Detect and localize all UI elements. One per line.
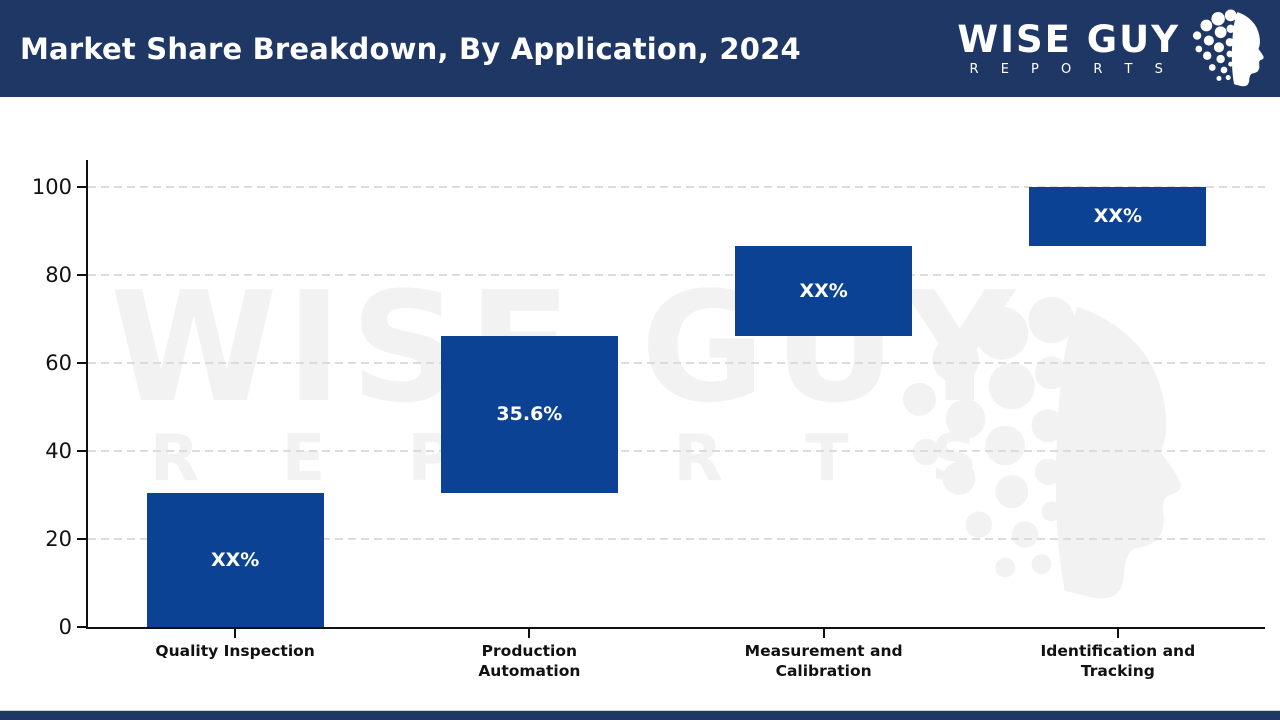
- bar-measurement-and-calibration: XX%: [735, 245, 913, 337]
- footer-bar: [0, 710, 1280, 720]
- gridline: [88, 450, 1265, 452]
- x-category-label: Quality Inspection: [155, 642, 315, 660]
- brand-wordmark: WISE GUY: [957, 17, 1180, 61]
- brand-face-icon: [1192, 9, 1264, 86]
- x-category-label: Production Automation: [478, 642, 581, 680]
- bar-value-label: XX%: [1093, 205, 1143, 228]
- gridline: [88, 274, 1265, 276]
- y-axis-tick: [77, 450, 86, 452]
- y-tick-label: 100: [31, 175, 72, 199]
- y-axis-tick: [77, 186, 86, 188]
- x-category-label: Measurement and Calibration: [744, 642, 903, 680]
- brand-logo: WISE GUY R E P O R T S: [957, 5, 1266, 93]
- y-axis-tick: [77, 362, 86, 364]
- y-axis-line: [86, 160, 88, 629]
- y-tick-label: 60: [45, 351, 72, 375]
- watermark-face-icon: [902, 296, 1181, 599]
- bar-quality-inspection: XX%: [146, 492, 324, 627]
- x-axis-tick: [1116, 629, 1119, 638]
- y-axis-tick: [77, 626, 86, 628]
- x-category-label: Identification and Tracking: [1040, 642, 1196, 680]
- gridline: [88, 362, 1265, 364]
- y-tick-label: 0: [58, 615, 72, 639]
- x-axis-tick: [528, 629, 531, 638]
- x-axis-tick: [234, 629, 237, 638]
- bar-value-label: 35.6%: [496, 403, 563, 426]
- x-axis-tick: [822, 629, 825, 638]
- y-axis-tick: [77, 274, 86, 276]
- y-tick-label: 80: [45, 263, 72, 287]
- x-axis-line: [86, 627, 1265, 629]
- bar-identification-and-tracking: XX%: [1029, 187, 1207, 246]
- bar-value-label: XX%: [799, 280, 848, 303]
- page-title: Market Share Breakdown, By Application, …: [20, 31, 801, 66]
- header-bar: Market Share Breakdown, By Application, …: [0, 0, 1280, 97]
- brand-subtext: R E P O R T S: [969, 61, 1172, 77]
- gridline: [88, 186, 1265, 188]
- y-axis-tick: [77, 538, 86, 540]
- bar-production-automation: 35.6%: [440, 336, 618, 493]
- gridline: [88, 538, 1265, 540]
- y-tick-label: 40: [45, 439, 72, 463]
- y-tick-label: 20: [45, 527, 72, 551]
- brand-text: WISE GUY R E P O R T S: [957, 21, 1180, 77]
- bar-value-label: XX%: [210, 548, 260, 571]
